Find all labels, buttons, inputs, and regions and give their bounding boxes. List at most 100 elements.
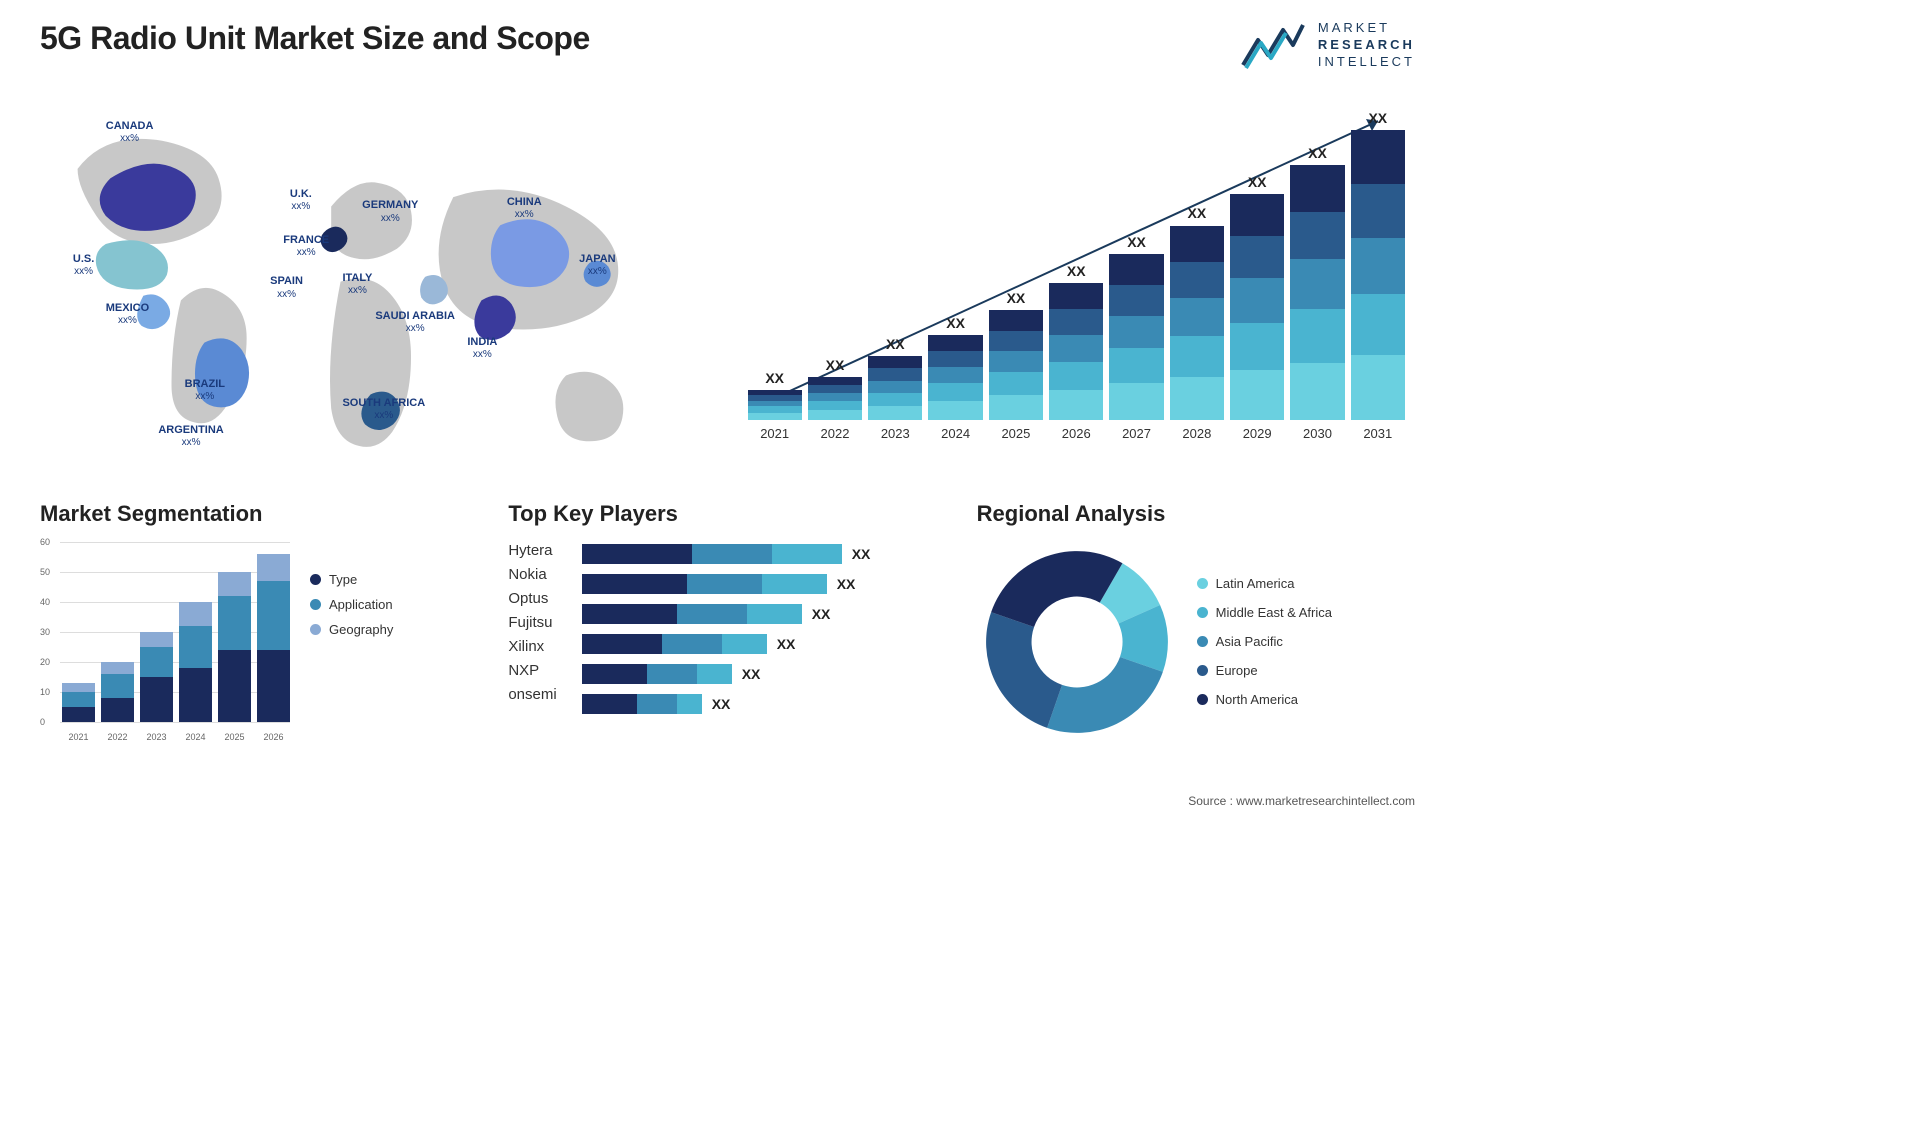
player-bar-segment — [677, 694, 702, 714]
bar-column: XX 2021 — [748, 370, 802, 441]
bar-value-label: XX — [765, 370, 784, 386]
map-label: JAPANxx% — [579, 253, 615, 278]
logo-line3: INTELLECT — [1318, 54, 1415, 71]
map-label: SAUDI ARABIAxx% — [375, 310, 455, 335]
legend-item: Geography — [310, 622, 393, 637]
map-label: SPAINxx% — [270, 275, 303, 300]
legend-item: Latin America — [1197, 576, 1332, 591]
legend-item: Type — [310, 572, 393, 587]
map-label: FRANCExx% — [283, 234, 329, 259]
bar-segment — [1230, 370, 1284, 420]
player-bar-segment — [647, 664, 697, 684]
bar-year-label: 2021 — [760, 426, 789, 441]
map-label: ITALYxx% — [342, 272, 372, 297]
player-bar — [582, 604, 802, 624]
player-bar-row: XX — [582, 694, 947, 714]
legend-dot-icon — [1197, 607, 1208, 618]
header: 5G Radio Unit Market Size and Scope MARK… — [40, 20, 1415, 71]
bar-column: XX2030 — [1290, 145, 1344, 441]
bar-segment — [868, 406, 922, 419]
bar-value-label: XX — [886, 336, 905, 352]
bar-value-label: XX — [826, 357, 845, 373]
bar-segment — [1230, 236, 1284, 278]
bar-column: XX2027 — [1109, 234, 1163, 441]
bar-column: XX2028 — [1170, 205, 1224, 440]
bar-segment — [928, 351, 982, 367]
seg-bar-segment — [62, 692, 95, 707]
bar-segment — [1351, 130, 1405, 184]
legend-label: Middle East & Africa — [1216, 605, 1332, 620]
seg-bar-column — [257, 554, 290, 722]
player-bar — [582, 664, 732, 684]
bar-segment — [1109, 348, 1163, 383]
legend-dot-icon — [1197, 694, 1208, 705]
player-bar-value: XX — [852, 546, 871, 562]
player-bar-value: XX — [777, 636, 796, 652]
logo-icon — [1238, 20, 1308, 70]
bar-segment — [1170, 262, 1224, 298]
player-bar-segment — [582, 634, 662, 654]
bar-segment — [928, 383, 982, 401]
bar-segment — [1049, 362, 1103, 390]
seg-xlabel: 2024 — [179, 732, 212, 742]
player-name: NXP — [508, 662, 556, 679]
bar-segment — [1109, 383, 1163, 419]
segmentation-chart: 0102030405060202120222023202420252026 — [40, 542, 290, 742]
logo-line2: RESEARCH — [1318, 37, 1415, 54]
player-bar-segment — [677, 604, 747, 624]
seg-xlabel: 2023 — [140, 732, 173, 742]
bar-stack — [989, 310, 1043, 419]
map-label: CANADAxx% — [106, 120, 154, 145]
bar-segment — [989, 372, 1043, 395]
bar-column: XX2023 — [868, 336, 922, 440]
legend-label: Europe — [1216, 663, 1258, 678]
player-bar-segment — [692, 544, 772, 564]
seg-gridline — [60, 722, 290, 723]
bar-segment — [989, 331, 1043, 351]
bar-segment — [1049, 335, 1103, 362]
bar-year-label: 2031 — [1363, 426, 1392, 441]
bar-stack — [1049, 283, 1103, 419]
key-players-title: Top Key Players — [508, 501, 946, 527]
legend-label: Application — [329, 597, 393, 612]
player-bar-row: XX — [582, 574, 947, 594]
map-label: GERMANYxx% — [362, 199, 418, 224]
bar-segment — [868, 393, 922, 406]
seg-bar-segment — [140, 632, 173, 647]
player-name: onsemi — [508, 686, 556, 703]
player-bar-segment — [582, 544, 692, 564]
bar-column: XX2029 — [1230, 174, 1284, 440]
legend-item: Middle East & Africa — [1197, 605, 1332, 620]
bar-year-label: 2024 — [941, 426, 970, 441]
seg-bar-column — [140, 632, 173, 722]
map-label: U.K.xx% — [290, 188, 312, 213]
legend-label: Latin America — [1216, 576, 1295, 591]
bar-segment — [808, 401, 862, 410]
bar-stack — [868, 356, 922, 419]
bar-segment — [989, 395, 1043, 419]
bar-segment — [1351, 184, 1405, 238]
player-bar-segment — [722, 634, 767, 654]
player-bar-value: XX — [712, 696, 731, 712]
legend-item: Application — [310, 597, 393, 612]
legend-item: Asia Pacific — [1197, 634, 1332, 649]
bar-year-label: 2026 — [1062, 426, 1091, 441]
seg-bar-segment — [179, 668, 212, 722]
seg-bar-segment — [179, 626, 212, 668]
seg-bar-column — [179, 602, 212, 722]
bar-segment — [808, 385, 862, 393]
player-bar-segment — [747, 604, 802, 624]
seg-bar-segment — [62, 707, 95, 722]
bar-segment — [1230, 278, 1284, 323]
bar-segment — [808, 377, 862, 385]
donut-slice — [986, 612, 1062, 728]
bar-year-label: 2029 — [1243, 426, 1272, 441]
bar-column: XX2022 — [808, 357, 862, 441]
bar-segment — [1290, 212, 1344, 259]
bar-segment — [1170, 298, 1224, 336]
bar-segment — [1170, 336, 1224, 376]
bar-segment — [989, 310, 1043, 330]
bar-stack — [1230, 194, 1284, 419]
bar-value-label: XX — [946, 315, 965, 331]
player-bar-segment — [687, 574, 762, 594]
